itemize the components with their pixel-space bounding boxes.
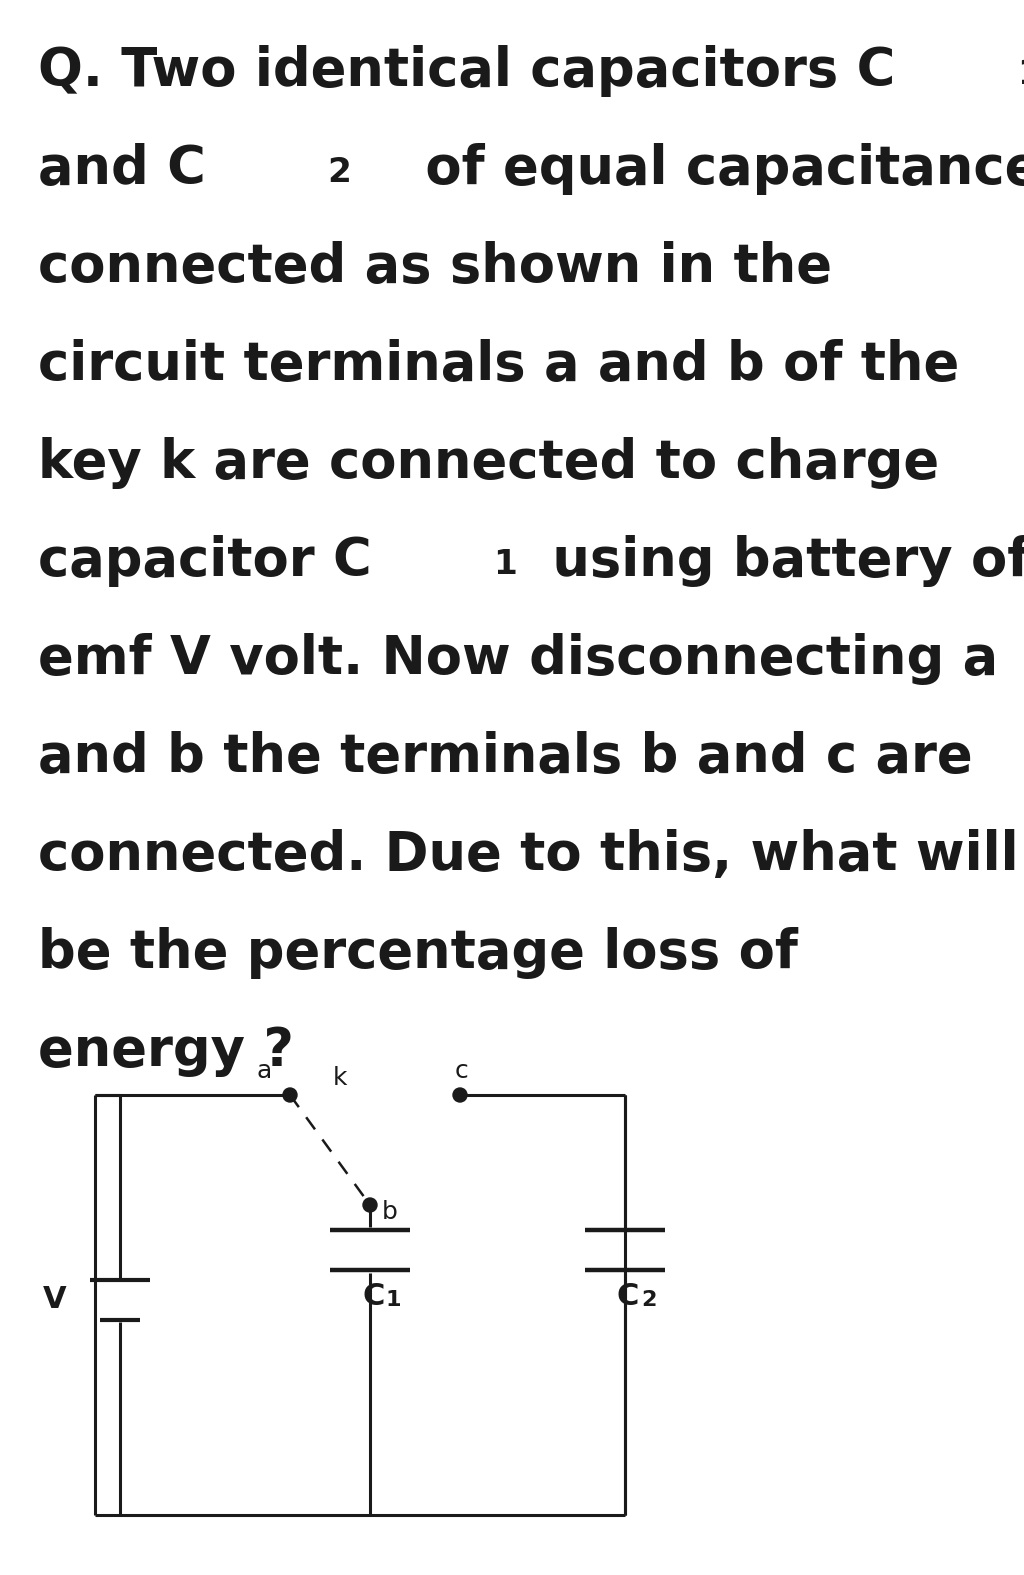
Circle shape: [362, 1199, 377, 1213]
Text: and C: and C: [38, 143, 206, 195]
Text: a: a: [257, 1058, 272, 1084]
Text: emf V volt. Now disconnecting a: emf V volt. Now disconnecting a: [38, 633, 998, 685]
Text: energy ?: energy ?: [38, 1025, 294, 1077]
Text: C: C: [362, 1282, 384, 1310]
Text: connected. Due to this, what will: connected. Due to this, what will: [38, 828, 1019, 880]
Text: 1: 1: [386, 1290, 401, 1310]
Text: of equal capacitance are: of equal capacitance are: [407, 143, 1024, 195]
Text: key k are connected to charge: key k are connected to charge: [38, 436, 939, 488]
Text: 1: 1: [494, 548, 517, 581]
Text: 2: 2: [641, 1290, 656, 1310]
Text: 1: 1: [1017, 58, 1024, 91]
Text: be the percentage loss of: be the percentage loss of: [38, 928, 798, 980]
Text: Q. Two identical capacitors C: Q. Two identical capacitors C: [38, 46, 895, 98]
Circle shape: [453, 1088, 467, 1102]
Text: circuit terminals a and b of the: circuit terminals a and b of the: [38, 339, 959, 391]
Text: capacitor C: capacitor C: [38, 536, 372, 587]
Text: k: k: [333, 1066, 347, 1090]
Text: and b the terminals b and c are: and b the terminals b and c are: [38, 731, 973, 783]
Text: b: b: [382, 1200, 398, 1224]
Text: V: V: [43, 1285, 67, 1315]
Text: 2: 2: [328, 156, 351, 189]
Text: connected as shown in the: connected as shown in the: [38, 241, 831, 293]
Circle shape: [283, 1088, 297, 1102]
Text: C: C: [617, 1282, 639, 1310]
Text: c: c: [455, 1058, 469, 1084]
Text: using battery of: using battery of: [535, 536, 1024, 587]
